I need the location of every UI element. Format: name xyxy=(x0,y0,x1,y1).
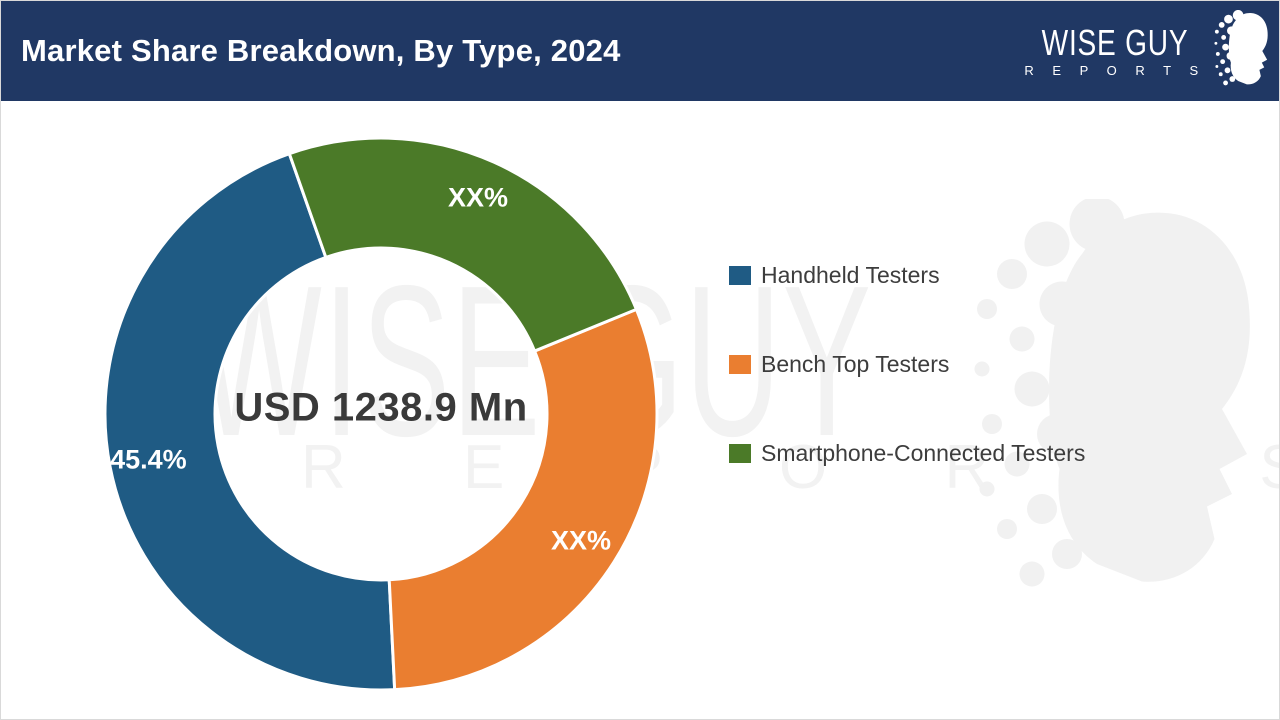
donut-slice-0 xyxy=(103,151,397,692)
chart-legend: Handheld Testers Bench Top Testers Smart… xyxy=(729,261,1085,467)
legend-swatch-bench-top xyxy=(729,354,751,374)
slice-label-smartphone: XX% xyxy=(447,182,509,213)
legend-item-bench-top: Bench Top Testers xyxy=(729,350,1085,378)
logo-name: WISE GUY xyxy=(1041,22,1189,63)
legend-label-bench-top: Bench Top Testers xyxy=(761,350,950,377)
logo-subtitle: R E P O R T S xyxy=(1024,63,1206,78)
legend-swatch-smartphone xyxy=(729,443,751,463)
slice-label-bench-top: XX% xyxy=(550,525,612,556)
chart-center-value: USD 1238.9 Mn xyxy=(234,385,528,430)
legend-swatch-handheld xyxy=(729,265,751,285)
slice-label-handheld: 45.4% xyxy=(110,444,187,475)
page-title: Market Share Breakdown, By Type, 2024 xyxy=(21,33,621,68)
wise-guy-logo: WISE GUY R E P O R T S xyxy=(1021,10,1271,92)
legend-item-handheld: Handheld Testers xyxy=(729,261,1085,289)
header-bar: Market Share Breakdown, By Type, 2024 WI… xyxy=(1,1,1279,101)
legend-label-handheld: Handheld Testers xyxy=(761,261,940,288)
logo-text: WISE GUY R E P O R T S xyxy=(1021,22,1209,78)
legend-label-smartphone: Smartphone-Connected Testers xyxy=(761,439,1086,466)
legend-item-smartphone: Smartphone-Connected Testers xyxy=(729,439,1085,467)
donut-slice-1 xyxy=(387,307,659,692)
logo-face-icon xyxy=(1214,10,1268,86)
donut-slice-2 xyxy=(287,136,639,354)
